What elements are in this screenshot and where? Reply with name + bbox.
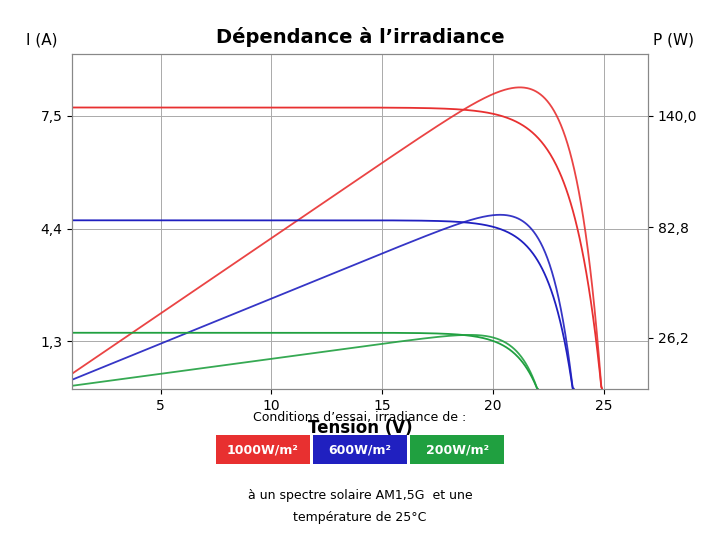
Text: 600W/m²: 600W/m²: [328, 443, 392, 456]
Text: température de 25°C: température de 25°C: [293, 511, 427, 524]
Text: Conditions d’essai, irradiance de :: Conditions d’essai, irradiance de :: [253, 411, 467, 424]
Text: I (A): I (A): [26, 32, 58, 48]
Text: P (W): P (W): [653, 32, 694, 48]
Text: à un spectre solaire AM1,5G  et une: à un spectre solaire AM1,5G et une: [248, 489, 472, 502]
Text: 200W/m²: 200W/m²: [426, 443, 489, 456]
X-axis label: Tension (V): Tension (V): [307, 420, 413, 437]
Text: 1000W/m²: 1000W/m²: [227, 443, 299, 456]
Title: Dépendance à l’irradiance: Dépendance à l’irradiance: [216, 27, 504, 47]
